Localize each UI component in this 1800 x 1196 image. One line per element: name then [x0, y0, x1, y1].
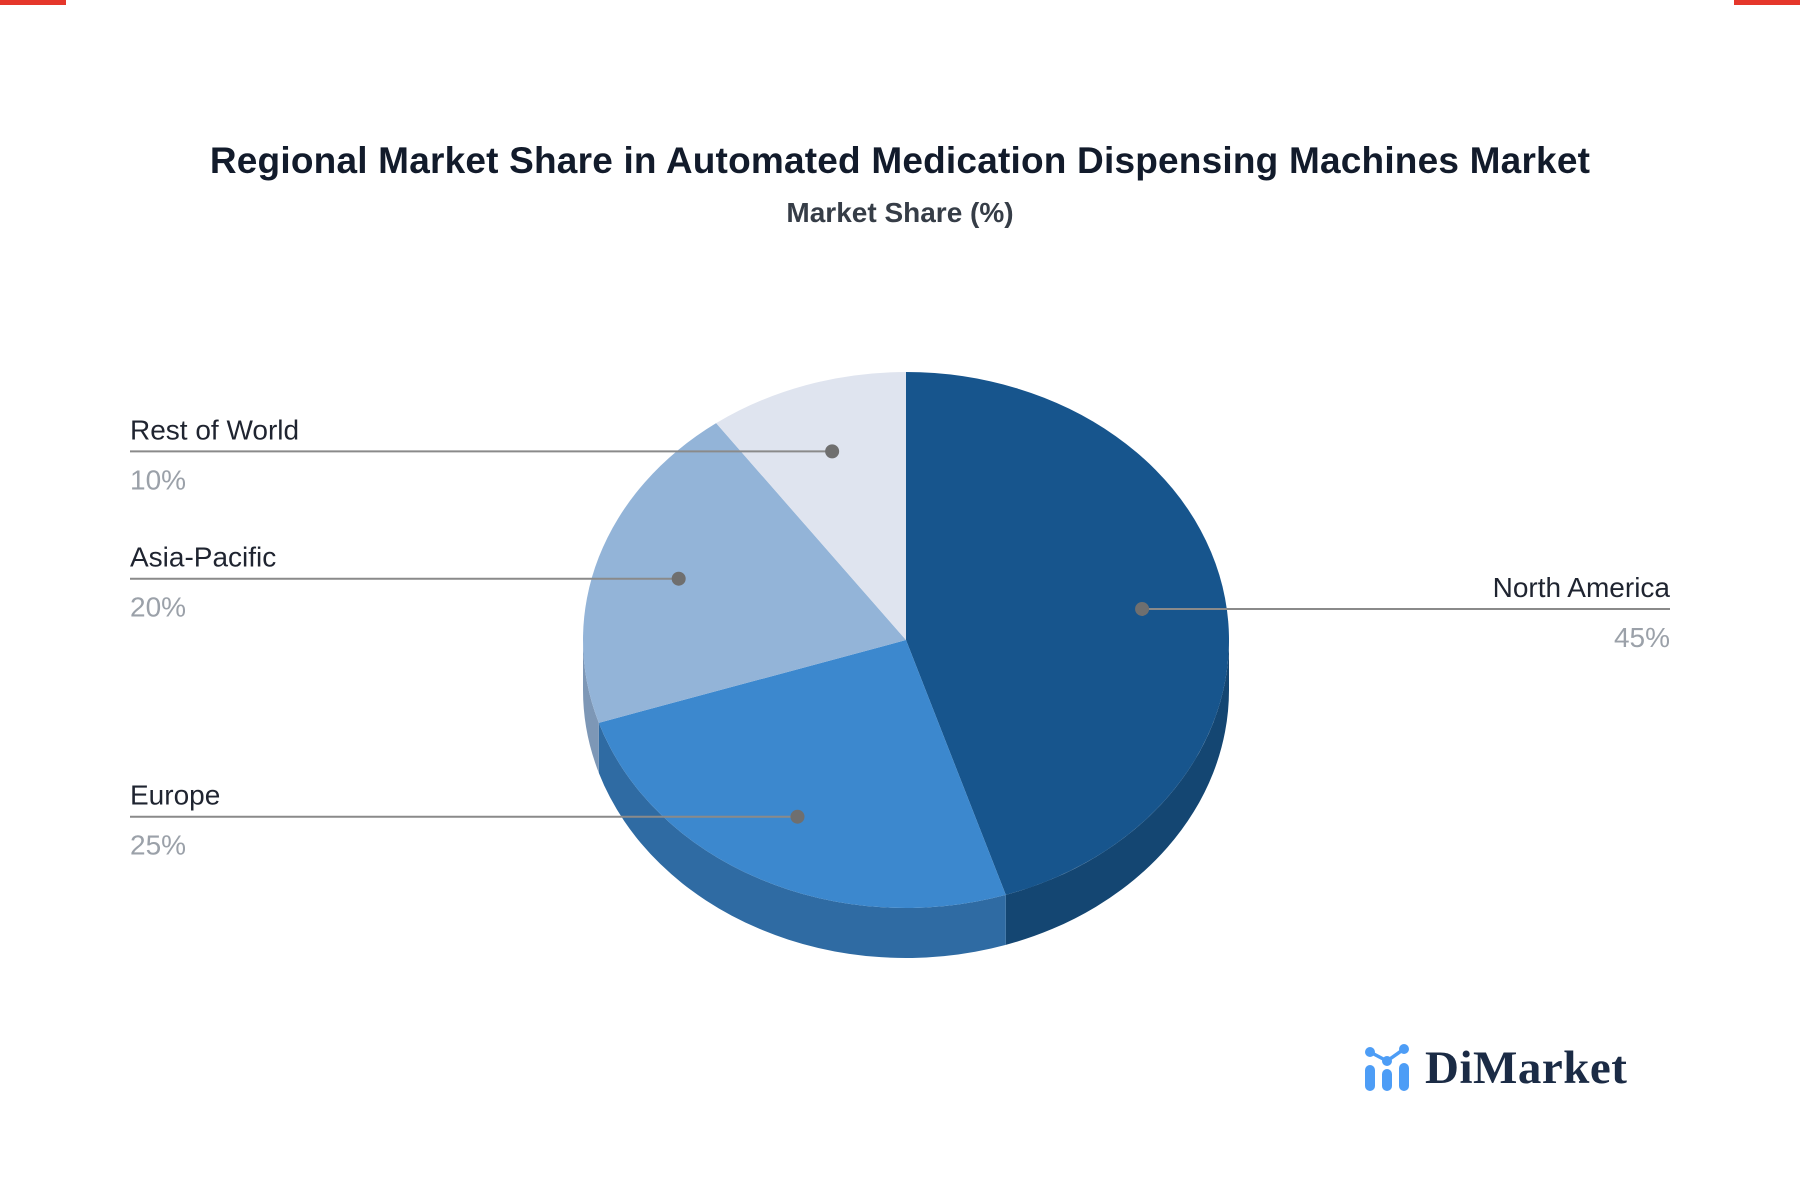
brand-name: DiMarket	[1425, 1042, 1628, 1094]
slice-label: Rest of World	[130, 414, 299, 445]
pie-side-asia-pacific	[583, 640, 599, 773]
slice-value: 25%	[130, 830, 186, 861]
chart-subtitle: Market Share (%)	[786, 197, 1014, 228]
corner-mark-left	[0, 0, 66, 5]
callout-anchor-dot	[1135, 601, 1150, 616]
slice-label: Asia-Pacific	[130, 542, 276, 573]
pie-slice-north-america	[906, 371, 1229, 895]
chart-title: Regional Market Share in Automated Medic…	[209, 140, 1591, 181]
callout-anchor-dot	[671, 571, 686, 586]
slice-value: 10%	[130, 464, 186, 495]
bar-line-chart-icon	[1365, 1044, 1409, 1091]
slice-value: 20%	[130, 592, 186, 623]
callout-anchor-dot	[790, 809, 805, 824]
callout-anchor-dot	[825, 444, 840, 459]
pie-slice-europe	[598, 640, 1006, 908]
slice-label: Europe	[130, 780, 220, 811]
corner-mark-right	[1734, 0, 1800, 5]
pie-slice-rest-of-world	[716, 372, 906, 640]
pie-side-europe	[598, 722, 1006, 958]
slice-label: North America	[1493, 572, 1671, 603]
pie-slice-asia-pacific	[582, 423, 906, 723]
brand-logo: DiMarket	[1363, 1038, 1627, 1092]
slice-value: 45%	[1614, 622, 1670, 653]
pie-side-north-america	[1005, 640, 1229, 945]
